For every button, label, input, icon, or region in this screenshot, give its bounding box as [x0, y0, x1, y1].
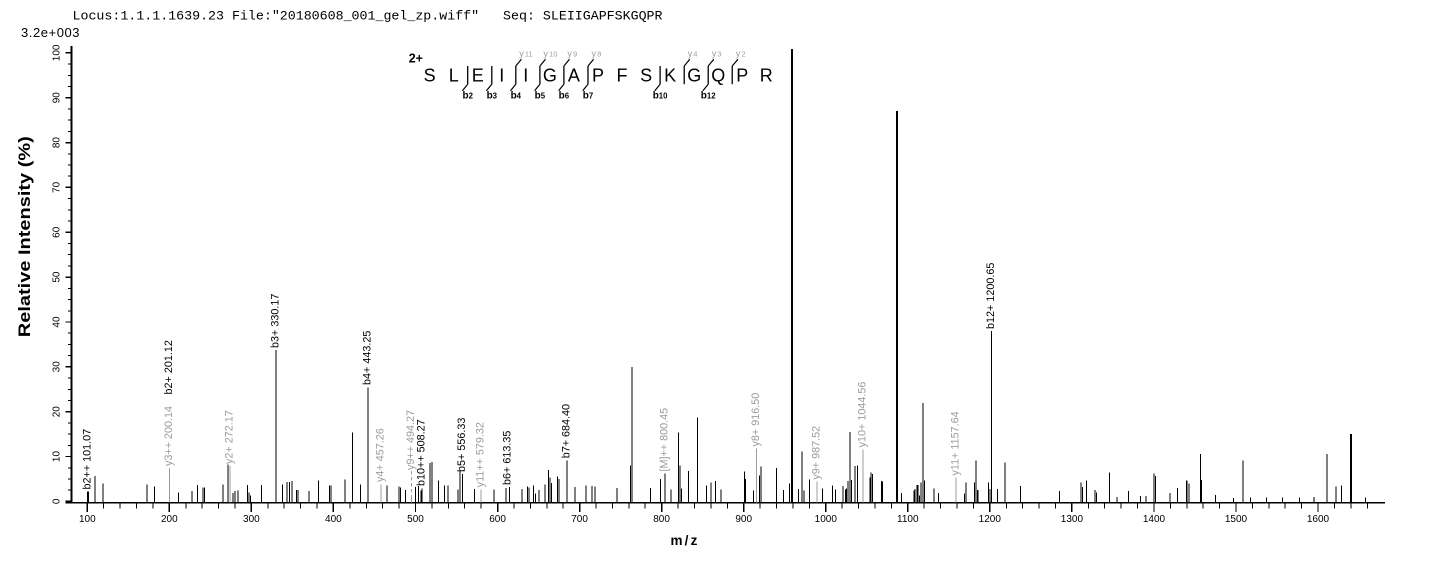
svg-text:1000: 1000 [815, 514, 838, 525]
svg-text:y4+ 457.26: y4+ 457.26 [374, 428, 386, 482]
svg-text:P: P [592, 66, 604, 86]
svg-text:400: 400 [325, 514, 342, 525]
svg-text:1300: 1300 [1061, 514, 1084, 525]
svg-text:y2: y2 [736, 49, 746, 59]
svg-text:I: I [523, 66, 528, 86]
svg-text:b5+ 556.33: b5+ 556.33 [456, 418, 468, 472]
svg-text:y9: y9 [567, 49, 577, 59]
svg-text:b10: b10 [653, 91, 668, 102]
svg-text:y8: y8 [592, 49, 602, 59]
svg-text:40: 40 [51, 316, 62, 328]
svg-text:y8+ 916.50: y8+ 916.50 [750, 393, 762, 447]
svg-text:0: 0 [51, 498, 62, 504]
svg-text:y11+ 1157.64: y11+ 1157.64 [949, 411, 961, 475]
svg-text:1600: 1600 [1307, 514, 1330, 525]
svg-text:b12+ 1200.65: b12+ 1200.65 [985, 263, 997, 329]
svg-text:800: 800 [653, 514, 670, 525]
svg-text:1200: 1200 [979, 514, 1002, 525]
svg-text:m/z: m/z [670, 533, 699, 548]
svg-text:G: G [687, 66, 701, 86]
svg-text:100: 100 [79, 514, 96, 525]
svg-text:b6: b6 [559, 91, 570, 102]
svg-text:700: 700 [571, 514, 588, 525]
svg-text:K: K [664, 66, 676, 86]
svg-text:600: 600 [489, 514, 506, 525]
svg-text:b3+ 330.17: b3+ 330.17 [269, 294, 281, 348]
svg-text:b12: b12 [701, 91, 716, 102]
svg-text:b5: b5 [535, 91, 546, 102]
svg-text:b2++ 101.07: b2++ 101.07 [82, 429, 94, 490]
svg-text:L: L [449, 66, 459, 86]
svg-text:y10+ 1044.56: y10+ 1044.56 [857, 382, 869, 448]
svg-text:b6+ 613.35: b6+ 613.35 [502, 431, 514, 485]
svg-text:y9+ 987.52: y9+ 987.52 [810, 426, 822, 480]
svg-text:30: 30 [51, 361, 62, 373]
svg-text:b3: b3 [487, 91, 498, 102]
svg-text:S: S [424, 66, 436, 86]
svg-text:500: 500 [407, 514, 424, 525]
svg-text:I: I [499, 66, 504, 86]
svg-text:3.2e+003: 3.2e+003 [21, 25, 80, 40]
svg-text:90: 90 [51, 92, 62, 104]
svg-text:2+: 2+ [409, 52, 423, 66]
svg-text:Locus:1.1.1.1639.23 File:"2018: Locus:1.1.1.1639.23 File:"20180608_001_g… [73, 9, 663, 24]
svg-text:b7+ 684.40: b7+ 684.40 [561, 404, 573, 458]
svg-text:y11++ 579.32: y11++ 579.32 [475, 422, 487, 487]
svg-text:F: F [617, 66, 628, 86]
svg-text:y10: y10 [543, 49, 557, 59]
svg-text:1500: 1500 [1225, 514, 1248, 525]
svg-text:20: 20 [51, 406, 62, 418]
svg-text:y9++ 494.27: y9++ 494.27 [405, 410, 417, 470]
svg-text:80: 80 [51, 137, 62, 149]
svg-text:100: 100 [51, 44, 62, 61]
svg-text:y4: y4 [688, 49, 698, 59]
svg-text:y11: y11 [519, 49, 532, 59]
svg-text:E: E [472, 66, 484, 86]
svg-text:R: R [760, 66, 773, 86]
svg-text:b4: b4 [511, 91, 522, 102]
svg-text:1400: 1400 [1143, 514, 1166, 525]
svg-text:1100: 1100 [897, 514, 919, 525]
svg-text:b7: b7 [583, 91, 593, 102]
svg-text:b4+ 443.25: b4+ 443.25 [362, 331, 374, 385]
svg-text:Relative Intensity (%): Relative Intensity (%) [16, 136, 34, 337]
svg-text:50: 50 [51, 271, 62, 283]
svg-text:P: P [736, 66, 748, 86]
svg-text:b2+ 201.12: b2+ 201.12 [163, 340, 175, 394]
svg-text:y2+ 272.17: y2+ 272.17 [223, 410, 235, 464]
svg-text:60: 60 [51, 226, 62, 238]
svg-text:S: S [640, 66, 652, 86]
svg-text:900: 900 [735, 514, 752, 525]
svg-text:b2: b2 [462, 91, 473, 102]
svg-text:[M]++ 800.45: [M]++ 800.45 [658, 408, 670, 472]
svg-text:b10++ 508.27: b10++ 508.27 [415, 419, 427, 486]
svg-text:70: 70 [51, 181, 62, 193]
svg-text:y3++ 200.14: y3++ 200.14 [163, 406, 175, 466]
svg-text:300: 300 [243, 514, 260, 525]
svg-text:10: 10 [51, 451, 62, 463]
svg-text:200: 200 [161, 514, 178, 525]
svg-text:y3: y3 [712, 49, 722, 59]
svg-text:A: A [568, 66, 580, 86]
svg-text:G: G [543, 66, 557, 86]
svg-text:Q: Q [711, 66, 725, 86]
